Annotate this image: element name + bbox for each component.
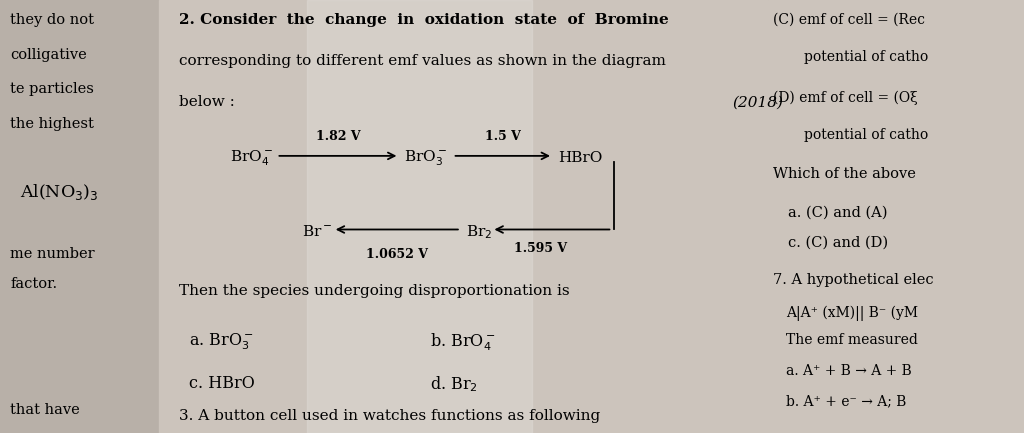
Bar — [0, 0, 159, 433]
Bar — [307, 0, 532, 433]
Text: they do not: they do not — [10, 13, 94, 27]
Text: a. A⁺ + B → A + B: a. A⁺ + B → A + B — [786, 364, 912, 378]
Text: that have: that have — [10, 403, 80, 417]
Text: 2. Consider  the  change  in  oxidation  state  of  Bromine: 2. Consider the change in oxidation stat… — [179, 13, 669, 27]
Text: 7. A hypothetical elec: 7. A hypothetical elec — [773, 273, 934, 287]
Text: A|A⁺ (xM)|| B⁻ (yM: A|A⁺ (xM)|| B⁻ (yM — [786, 305, 919, 321]
Text: 1.82 V: 1.82 V — [315, 130, 360, 143]
Text: potential of catho: potential of catho — [804, 128, 928, 142]
Bar — [159, 0, 768, 433]
Text: 1.5 V: 1.5 V — [484, 130, 521, 143]
Text: (2018): (2018) — [732, 95, 783, 109]
Text: 3. A button cell used in watches functions as following: 3. A button cell used in watches functio… — [179, 409, 600, 423]
Text: Then the species undergoing disproportionation is: Then the species undergoing disproportio… — [179, 284, 569, 297]
Text: Br$^-$: Br$^-$ — [302, 224, 333, 239]
Text: Which of the above: Which of the above — [773, 167, 916, 181]
Text: BrO$_3^-$: BrO$_3^-$ — [404, 148, 447, 168]
Text: d. Br$_2$: d. Br$_2$ — [430, 375, 478, 394]
Text: a. BrO$_3^-$: a. BrO$_3^-$ — [189, 331, 254, 352]
Text: factor.: factor. — [10, 277, 57, 291]
Text: Br$_2$: Br$_2$ — [466, 223, 493, 240]
Text: the highest: the highest — [10, 117, 94, 131]
Text: (D) emf of cell = (Oξ: (D) emf of cell = (Oξ — [773, 91, 918, 105]
Text: te particles: te particles — [10, 82, 94, 96]
Text: BrO$_4^-$: BrO$_4^-$ — [230, 148, 273, 168]
Text: HBrO: HBrO — [558, 151, 602, 165]
Text: a. (C) and (A): a. (C) and (A) — [788, 206, 888, 220]
Text: (C) emf of cell = (Reс: (C) emf of cell = (Reс — [773, 13, 925, 27]
Text: c. HBrO: c. HBrO — [189, 375, 255, 391]
Text: The emf measured: The emf measured — [786, 333, 919, 347]
Text: 1.595 V: 1.595 V — [514, 242, 567, 255]
Text: c. (C) and (D): c. (C) and (D) — [788, 236, 889, 250]
Text: me number: me number — [10, 247, 95, 261]
Text: below :: below : — [179, 95, 236, 109]
Text: b. BrO$_4^-$: b. BrO$_4^-$ — [430, 331, 496, 353]
Text: potential of catho: potential of catho — [804, 50, 928, 64]
Text: Al(NO$_3$)$_3$: Al(NO$_3$)$_3$ — [20, 182, 99, 202]
Text: 1.0652 V: 1.0652 V — [366, 248, 428, 261]
Text: corresponding to different emf values as shown in the diagram: corresponding to different emf values as… — [179, 54, 666, 68]
Text: b. A⁺ + e⁻ → A; B: b. A⁺ + e⁻ → A; B — [786, 394, 907, 408]
Text: colligative: colligative — [10, 48, 87, 61]
Bar — [768, 0, 1024, 433]
